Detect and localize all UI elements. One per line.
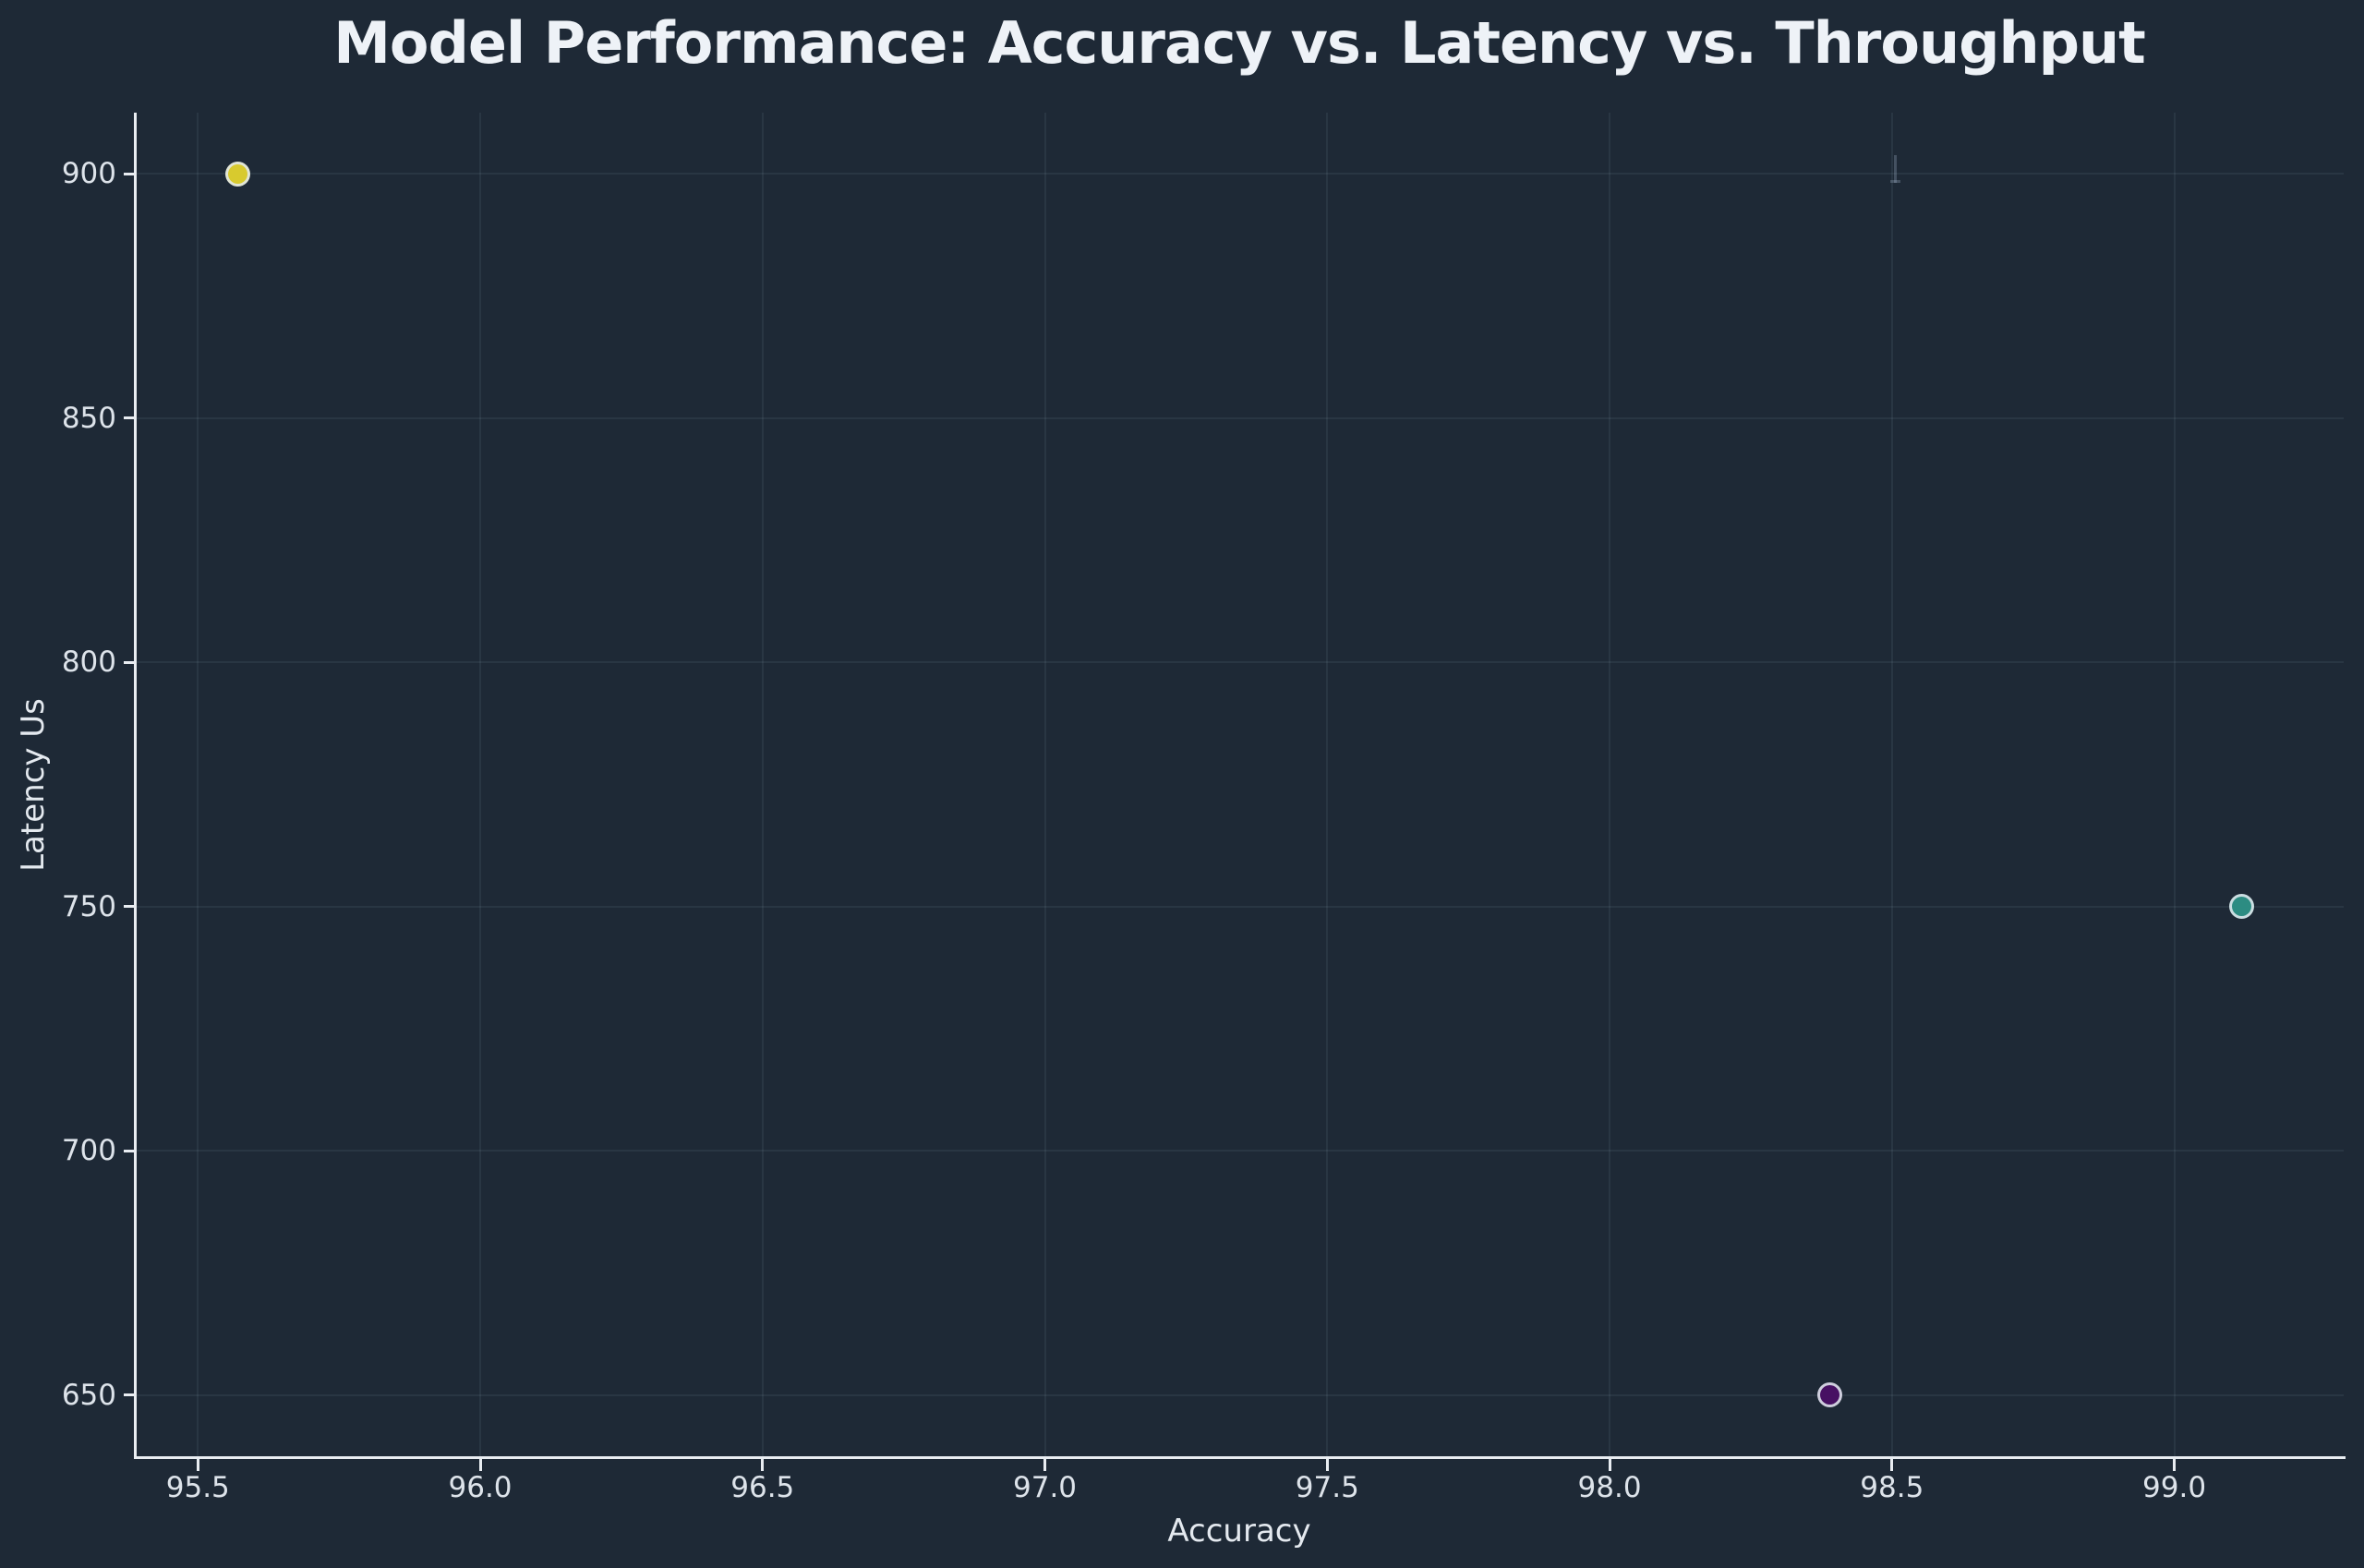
- y-tick-mark: [124, 172, 135, 175]
- x-tick-mark: [478, 1459, 482, 1471]
- y-tick-label: 750: [61, 889, 116, 923]
- cursor-bar: [1890, 180, 1900, 183]
- x-gridline: [761, 113, 764, 1456]
- x-gridline: [1043, 113, 1046, 1456]
- x-tick-label: 98.5: [1860, 1471, 1924, 1504]
- x-tick-label: 97.0: [1013, 1471, 1078, 1504]
- y-tick-mark: [124, 905, 135, 909]
- y-gridline: [136, 905, 2344, 908]
- x-tick-label: 97.5: [1295, 1471, 1359, 1504]
- x-gridline: [1609, 113, 1611, 1456]
- x-tick-mark: [1890, 1459, 1894, 1471]
- y-tick-label: 800: [61, 645, 116, 680]
- x-gridline: [1890, 113, 1893, 1456]
- y-axis-label: Latency Us: [15, 698, 52, 872]
- x-tick-mark: [1608, 1459, 1611, 1471]
- x-tick-mark: [1325, 1459, 1329, 1471]
- y-tick-mark: [124, 416, 135, 420]
- y-tick-label: 850: [61, 401, 116, 435]
- y-tick-mark: [124, 660, 135, 664]
- x-tick-label: 95.5: [165, 1471, 230, 1504]
- y-gridline: [136, 1393, 2344, 1396]
- x-tick-mark: [1043, 1459, 1047, 1471]
- y-gridline: [136, 416, 2344, 419]
- x-tick-mark: [2173, 1459, 2177, 1471]
- y-tick-label: 900: [61, 157, 116, 191]
- x-tick-label: 96.0: [448, 1471, 513, 1504]
- data-point: [1817, 1382, 1843, 1408]
- y-tick-label: 650: [61, 1378, 116, 1412]
- x-tick-label: 96.5: [730, 1471, 795, 1504]
- y-gridline: [136, 173, 2344, 175]
- y-gridline: [136, 1150, 2344, 1152]
- x-gridline: [479, 113, 482, 1456]
- y-tick-mark: [124, 1393, 135, 1397]
- y-tick-mark: [124, 1149, 135, 1152]
- x-axis-spine: [134, 1456, 2346, 1459]
- data-point: [2229, 894, 2255, 920]
- x-gridline: [2173, 113, 2176, 1456]
- chart-title: Model Performance: Accuracy vs. Latency …: [333, 9, 2146, 77]
- x-axis-label: Accuracy: [1167, 1513, 1311, 1550]
- x-gridline: [1326, 113, 1329, 1456]
- x-tick-mark: [761, 1459, 765, 1471]
- x-tick-label: 98.0: [1577, 1471, 1642, 1504]
- y-tick-label: 700: [61, 1134, 116, 1168]
- y-axis-spine: [134, 113, 137, 1459]
- y-gridline: [136, 661, 2344, 664]
- mouse-cursor-artifact: [1889, 155, 1902, 190]
- cursor-stem: [1894, 155, 1897, 183]
- x-tick-mark: [196, 1459, 199, 1471]
- data-point: [224, 161, 250, 187]
- x-gridline: [197, 113, 199, 1456]
- x-tick-label: 99.0: [2142, 1471, 2207, 1504]
